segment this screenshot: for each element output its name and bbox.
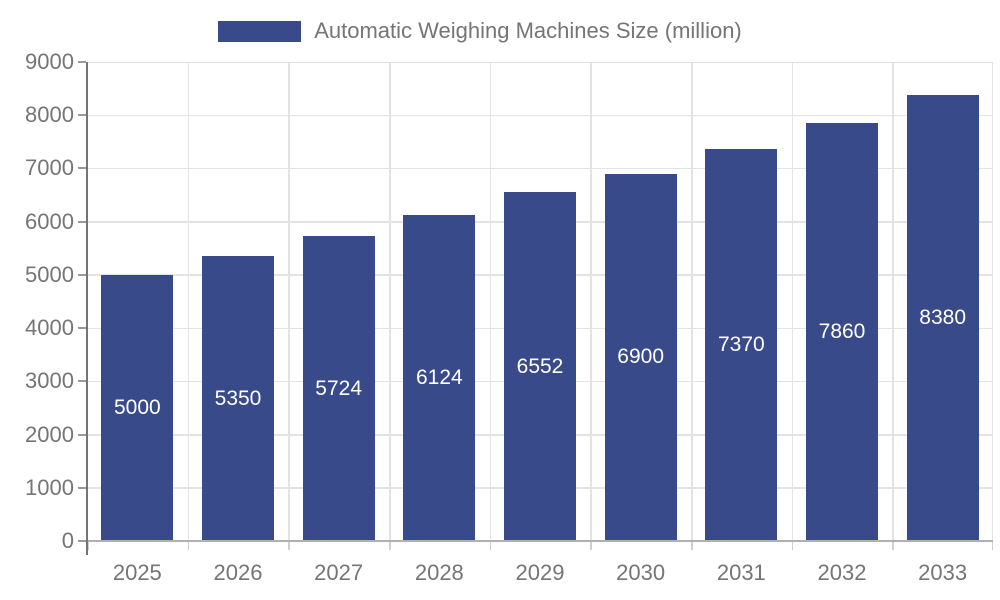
bar-value-label: 6124: [415, 366, 463, 390]
bar-2027: 5724: [302, 236, 375, 541]
bar-value-label: 8380: [919, 306, 967, 329]
bar-value-label: 6552: [516, 354, 564, 378]
y-axis-tick: [78, 114, 86, 117]
y-axis-tick: [78, 220, 86, 223]
legend: Automatic Weighing Machines Size (millio…: [0, 18, 980, 44]
y-axis-tick-label: 0: [61, 528, 74, 553]
gridline-vertical: [489, 62, 492, 541]
x-axis-line: [87, 540, 993, 542]
bar-value-label: 5350: [214, 386, 262, 410]
bar-2030: 6900: [604, 173, 677, 541]
legend-label: Automatic Weighing Machines Size (millio…: [314, 18, 742, 43]
bar-2032: 7860: [806, 122, 878, 541]
bar-2029: 6552: [504, 192, 576, 541]
x-axis-tick: [288, 541, 290, 550]
bar-value-label: 7860: [818, 319, 866, 343]
x-axis-category-label: 2029: [515, 560, 565, 585]
x-axis-category-label: 2025: [112, 560, 162, 585]
bar-2033: 8380: [906, 95, 979, 541]
x-axis-tick: [389, 541, 391, 550]
y-axis-tick: [78, 61, 86, 63]
gridline-horizontal: [87, 167, 993, 170]
y-axis-line: [86, 62, 88, 555]
x-axis-category-label: 2030: [616, 560, 666, 585]
y-axis-tick-label: 8000: [25, 102, 74, 128]
y-axis-tick-label: 5000: [25, 261, 74, 287]
legend-swatch: [218, 20, 302, 42]
y-axis-tick: [78, 273, 86, 276]
bar-2028: 6124: [403, 215, 476, 541]
bar-value-label: 7370: [717, 332, 765, 356]
x-axis-category-label: 2032: [817, 560, 867, 585]
plot-area: 5000 5350 5724 6124 6552 6900 7370 7860 8380: [86, 61, 993, 555]
bar-value-label: 5000: [113, 395, 161, 419]
bar-2031: 7370: [705, 148, 778, 541]
x-axis-category-label: 2031: [716, 560, 766, 585]
gridline-vertical: [288, 62, 290, 541]
gridline-vertical: [791, 62, 794, 541]
bar-2025: 5000: [101, 274, 174, 541]
y-axis-tick: [78, 540, 86, 542]
gridline-horizontal: [87, 61, 993, 63]
x-axis-tick: [991, 541, 993, 550]
y-axis-tick-label: 3000: [25, 368, 74, 394]
y-axis-tick-label: 7000: [25, 155, 74, 181]
gridline-vertical: [991, 62, 993, 541]
y-axis-tick: [78, 380, 86, 383]
bar-value-label: 6900: [617, 345, 665, 369]
x-axis-tick: [892, 541, 894, 550]
x-axis-category-label: 2028: [414, 560, 464, 585]
gridline-vertical: [187, 62, 190, 541]
x-axis-tick: [691, 541, 693, 550]
y-axis-tick-label: 9000: [25, 49, 74, 74]
y-axis-tick: [78, 486, 86, 489]
y-axis-tick-label: 1000: [25, 474, 74, 500]
bar-value-label: 5724: [315, 376, 363, 400]
gridline-vertical: [691, 62, 693, 541]
x-axis-tick: [590, 541, 592, 550]
gridline-vertical: [389, 62, 391, 541]
y-axis-tick-label: 6000: [25, 208, 74, 234]
x-axis-tick: [791, 541, 794, 550]
x-axis-tick: [187, 541, 190, 550]
y-axis-tick: [78, 327, 86, 330]
bar-2026: 5350: [202, 256, 274, 541]
x-axis-tick: [489, 541, 492, 550]
y-axis-tick: [78, 167, 86, 170]
gridline-vertical: [892, 62, 894, 541]
x-axis-category-label: 2033: [918, 560, 968, 585]
gridline-vertical: [590, 62, 592, 541]
y-axis-tick: [78, 433, 86, 436]
gridline-horizontal: [87, 114, 993, 117]
y-axis-tick-label: 4000: [25, 315, 74, 341]
y-axis-tick-label: 2000: [25, 421, 74, 447]
x-axis-category-label: 2027: [314, 560, 364, 585]
x-axis-category-label: 2026: [213, 560, 263, 585]
